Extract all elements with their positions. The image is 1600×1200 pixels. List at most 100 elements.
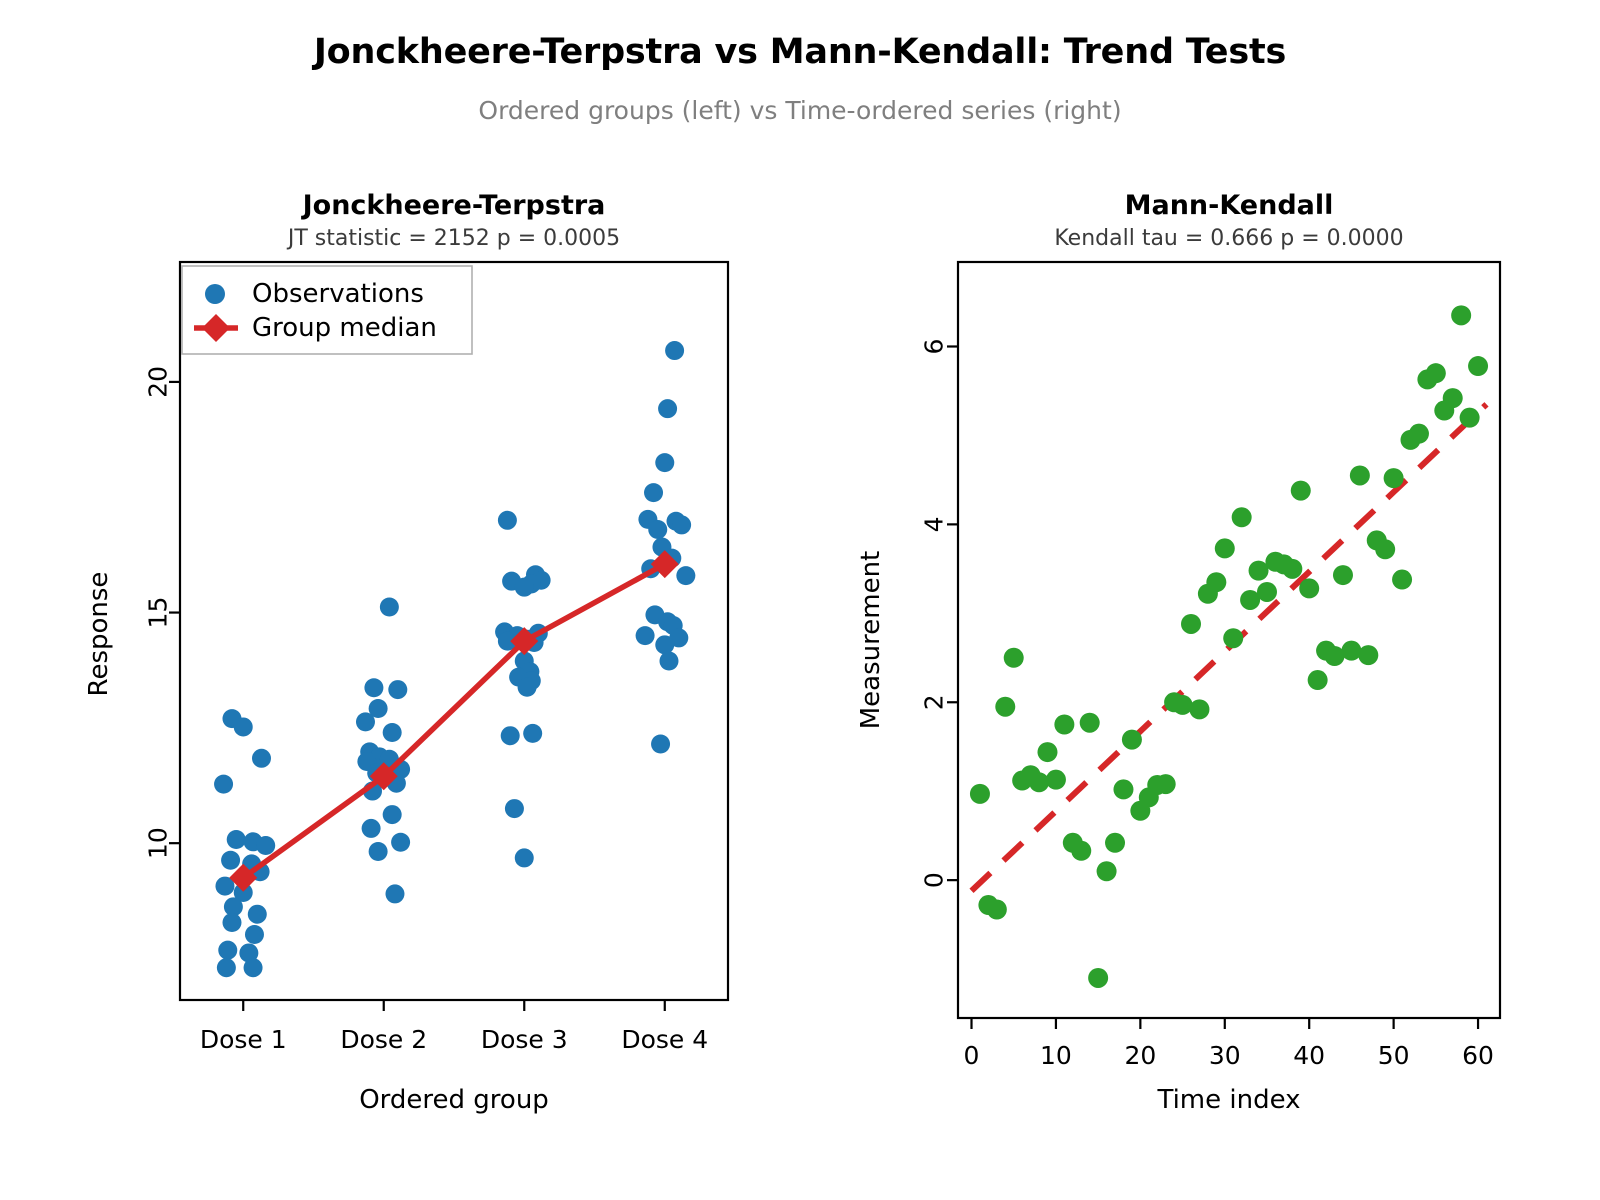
right-x-tick-label: 10 xyxy=(1040,1041,1072,1070)
measurement-point xyxy=(1332,565,1353,586)
observation-point xyxy=(497,510,517,530)
observation-point xyxy=(379,597,399,617)
right-x-tick-label: 20 xyxy=(1124,1041,1156,1070)
measurement-point xyxy=(1003,647,1024,668)
left-x-tick-label: Dose 1 xyxy=(200,1025,287,1054)
left-x-tick-label: Dose 4 xyxy=(621,1025,708,1054)
measurement-point xyxy=(1299,578,1320,599)
observation-point xyxy=(214,774,234,794)
measurement-point xyxy=(1113,779,1134,800)
right-x-axis-label: Time index xyxy=(1157,1085,1301,1115)
measurement-point xyxy=(1037,742,1058,763)
observation-point xyxy=(218,940,238,960)
right-x-tick-label: 40 xyxy=(1293,1041,1325,1070)
observation-point xyxy=(651,734,671,754)
observation-point xyxy=(361,818,381,838)
observation-point xyxy=(233,883,253,903)
observation-point xyxy=(514,848,534,868)
left-x-tick-label: Dose 3 xyxy=(481,1025,568,1054)
observation-point xyxy=(523,723,543,743)
observation-point xyxy=(355,712,375,732)
right-y-tick-label: 2 xyxy=(920,694,949,710)
observation-point xyxy=(382,722,402,742)
measurement-point xyxy=(1451,305,1472,326)
left-plot-frame xyxy=(178,260,730,1002)
observation-point xyxy=(669,628,689,648)
right-x-tick-label: 0 xyxy=(964,1041,980,1070)
observation-point xyxy=(368,841,388,861)
observation-point xyxy=(658,399,678,419)
right-y-tick-label: 4 xyxy=(920,516,949,532)
right-y-tick-label: 0 xyxy=(920,872,949,888)
measurement-point xyxy=(1223,628,1244,649)
observation-point xyxy=(665,341,685,361)
observation-point xyxy=(368,698,388,718)
measurement-point xyxy=(1290,480,1311,501)
observation-point xyxy=(364,678,384,698)
left-panel-title: Jonckheere-Terpstra xyxy=(302,190,606,221)
observation-point xyxy=(635,626,655,646)
measurement-point xyxy=(1121,729,1142,750)
left-y-tick-label: 20 xyxy=(144,366,173,398)
measurement-point xyxy=(1425,363,1446,384)
figure-subtitle: Ordered groups (left) vs Time-ordered se… xyxy=(478,96,1122,125)
observation-point xyxy=(391,832,411,852)
observation-point xyxy=(215,876,235,896)
measurement-point xyxy=(1349,465,1370,486)
observation-point xyxy=(221,850,241,870)
measurement-point xyxy=(1358,645,1379,666)
observation-point xyxy=(388,680,408,700)
figure-title: Jonckheere-Terpstra vs Mann-Kendall: Tre… xyxy=(313,32,1287,72)
observation-point xyxy=(385,884,405,904)
measurement-point xyxy=(995,696,1016,717)
observation-point xyxy=(256,835,276,855)
observation-point xyxy=(216,958,236,978)
right-x-tick-label: 50 xyxy=(1378,1041,1410,1070)
measurement-point xyxy=(1231,507,1252,528)
observation-point xyxy=(648,520,668,540)
group-median-marker xyxy=(229,863,258,892)
observation-point xyxy=(655,453,675,473)
measurement-point xyxy=(1248,560,1269,581)
observation-point xyxy=(247,904,267,924)
right-x-tick-label: 30 xyxy=(1209,1041,1241,1070)
observation-point xyxy=(514,577,534,597)
measurement-point xyxy=(1054,714,1075,735)
observation-point xyxy=(644,483,664,503)
measurement-point xyxy=(1172,694,1193,715)
measurement-point xyxy=(1105,832,1126,853)
measurement-point xyxy=(1341,640,1362,661)
observation-point xyxy=(504,799,524,819)
measurement-point xyxy=(1324,646,1345,667)
measurement-point xyxy=(1468,356,1489,377)
observation-point xyxy=(223,897,243,917)
measurement-point xyxy=(1206,572,1227,593)
measurement-point xyxy=(1256,581,1277,602)
group-median-line xyxy=(241,561,667,880)
observation-point xyxy=(239,943,259,963)
observations-scatter xyxy=(214,341,696,978)
measurement-point xyxy=(986,899,1007,920)
left-y-axis-label: Response xyxy=(84,571,114,697)
left-panel-subtitle: JT statistic = 2152 p = 0.0005 xyxy=(287,226,621,251)
observation-point xyxy=(233,717,253,737)
measurement-point xyxy=(969,783,990,804)
left-legend: Observations Group median xyxy=(181,265,473,355)
observation-point xyxy=(244,925,264,945)
right-panel-subtitle: Kendall tau = 0.666 p = 0.0000 xyxy=(1054,226,1404,251)
measurement-point xyxy=(1071,840,1092,861)
left-y-tick-label: 15 xyxy=(144,597,173,629)
legend-median-diamond-icon xyxy=(202,314,230,342)
observation-point xyxy=(672,515,692,535)
measurement-point xyxy=(1029,772,1050,793)
measurement-point xyxy=(1442,388,1463,409)
measurement-point xyxy=(1408,423,1429,444)
right-y-axis-label: Measurement xyxy=(856,550,886,730)
measurement-point xyxy=(1155,774,1176,795)
measurement-point xyxy=(1459,407,1480,428)
legend-median-label: Group median xyxy=(252,313,437,343)
observation-point xyxy=(517,677,537,697)
measurement-point xyxy=(1214,538,1235,559)
trend-line xyxy=(969,402,1489,893)
